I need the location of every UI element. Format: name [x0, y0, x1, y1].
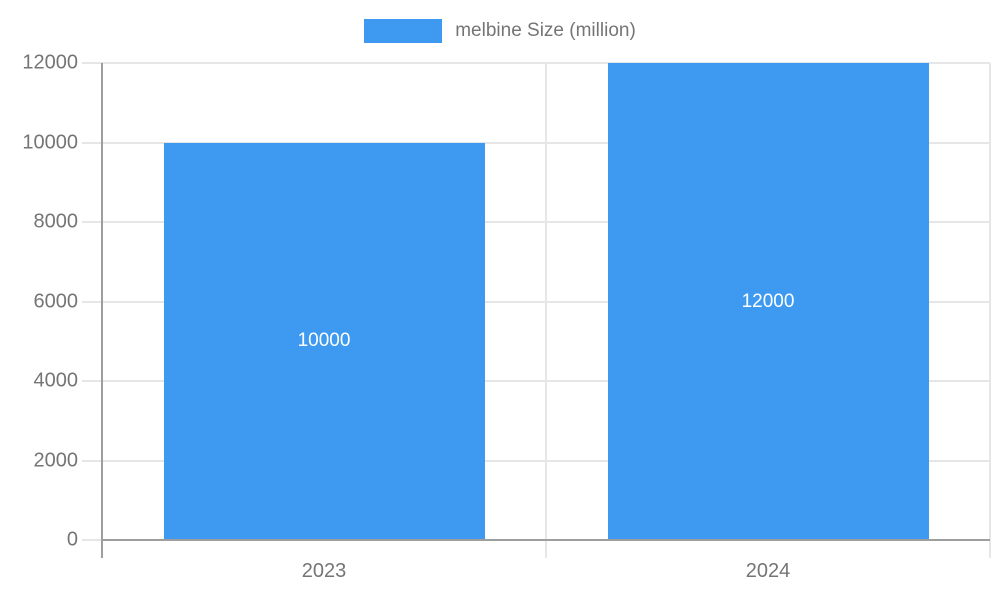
y-axis-line [101, 63, 103, 558]
y-gridline [82, 62, 990, 64]
bar [163, 142, 485, 540]
y-tick-label: 8000 [33, 210, 79, 233]
y-tick-label: 12000 [22, 51, 78, 74]
y-tick-label: 6000 [33, 290, 79, 312]
y-tick-label: 0 [66, 528, 78, 551]
legend[interactable]: melbine Size (million) [0, 17, 1000, 45]
y-tick-label: 2000 [33, 449, 79, 471]
x-tick-label: 2023 [301, 560, 347, 582]
legend-label: melbine Size (million) [455, 20, 636, 41]
category-boundary-line [989, 63, 991, 558]
y-tick-label: 4000 [33, 369, 79, 392]
x-tick-label: 2024 [745, 560, 791, 582]
bar [607, 63, 929, 540]
y-gridline [82, 221, 990, 223]
y-gridline [82, 459, 990, 462]
y-gridline [82, 141, 990, 144]
x-axis-line [101, 539, 990, 541]
category-boundary-line [545, 63, 547, 558]
bar-value-label: 12000 [741, 290, 795, 312]
y-gridline [82, 380, 990, 382]
y-tick-label: 10000 [22, 131, 78, 153]
y-gridline [82, 300, 990, 303]
legend-swatch-icon [364, 19, 443, 43]
bar-value-label: 10000 [297, 330, 351, 352]
